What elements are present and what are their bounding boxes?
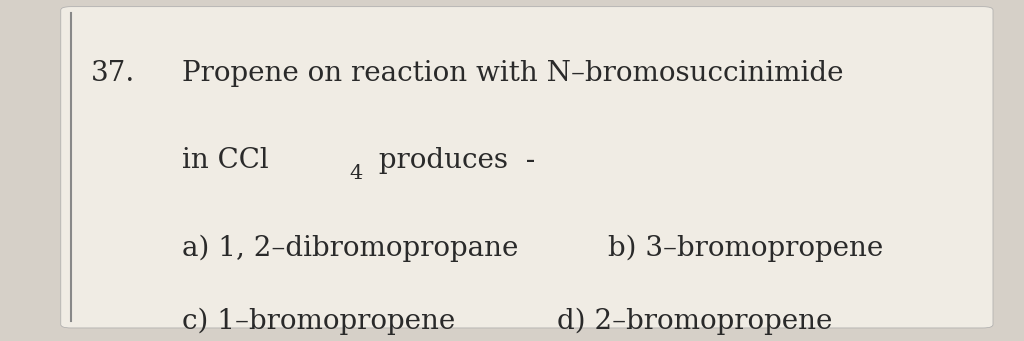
Text: d) 2–bromopropene: d) 2–bromopropene (557, 308, 833, 335)
Text: a) 1, 2–dibromopropane: a) 1, 2–dibromopropane (182, 234, 519, 262)
Text: c) 1–bromopropene: c) 1–bromopropene (182, 308, 456, 335)
Text: b) 3–bromopropene: b) 3–bromopropene (608, 234, 884, 262)
FancyBboxPatch shape (60, 7, 993, 328)
Text: 37.: 37. (91, 60, 135, 87)
Text: 4: 4 (349, 164, 362, 183)
Text: in CCl: in CCl (182, 147, 269, 174)
Text: Propene on reaction with N–bromosuccinimide: Propene on reaction with N–bromosuccinim… (182, 60, 844, 87)
Text: produces  -: produces - (370, 147, 536, 174)
